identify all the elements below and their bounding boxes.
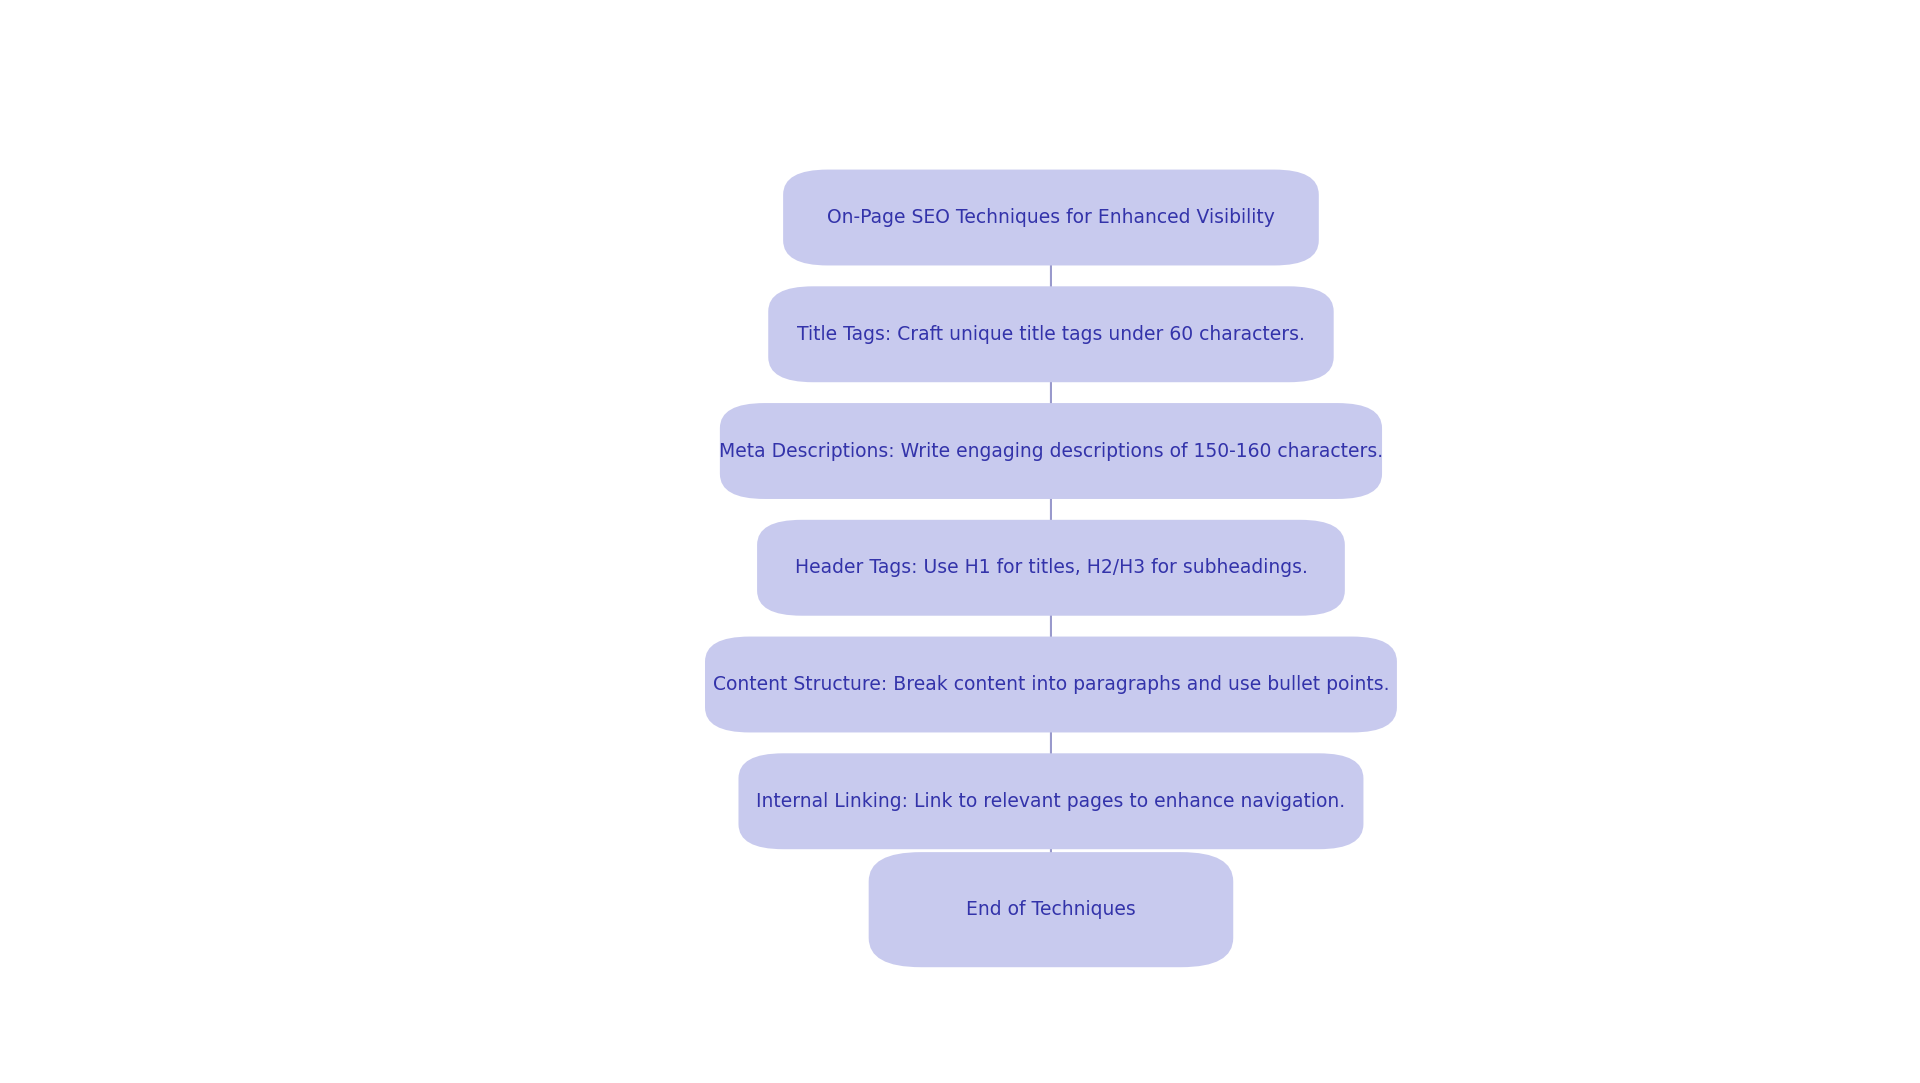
FancyBboxPatch shape xyxy=(705,637,1398,732)
FancyBboxPatch shape xyxy=(868,852,1233,967)
Text: End of Techniques: End of Techniques xyxy=(966,900,1137,919)
Text: Internal Linking: Link to relevant pages to enhance navigation.: Internal Linking: Link to relevant pages… xyxy=(756,792,1346,811)
Text: On-Page SEO Techniques for Enhanced Visibility: On-Page SEO Techniques for Enhanced Visi… xyxy=(828,208,1275,227)
FancyBboxPatch shape xyxy=(783,170,1319,265)
FancyBboxPatch shape xyxy=(739,754,1363,849)
Text: Content Structure: Break content into paragraphs and use bullet points.: Content Structure: Break content into pa… xyxy=(712,675,1390,694)
Text: Meta Descriptions: Write engaging descriptions of 150-160 characters.: Meta Descriptions: Write engaging descri… xyxy=(718,442,1382,460)
Text: Title Tags: Craft unique title tags under 60 characters.: Title Tags: Craft unique title tags unde… xyxy=(797,325,1306,343)
FancyBboxPatch shape xyxy=(768,286,1334,382)
Text: Header Tags: Use H1 for titles, H2/H3 for subheadings.: Header Tags: Use H1 for titles, H2/H3 fo… xyxy=(795,558,1308,577)
FancyBboxPatch shape xyxy=(756,520,1344,616)
FancyBboxPatch shape xyxy=(720,403,1382,499)
